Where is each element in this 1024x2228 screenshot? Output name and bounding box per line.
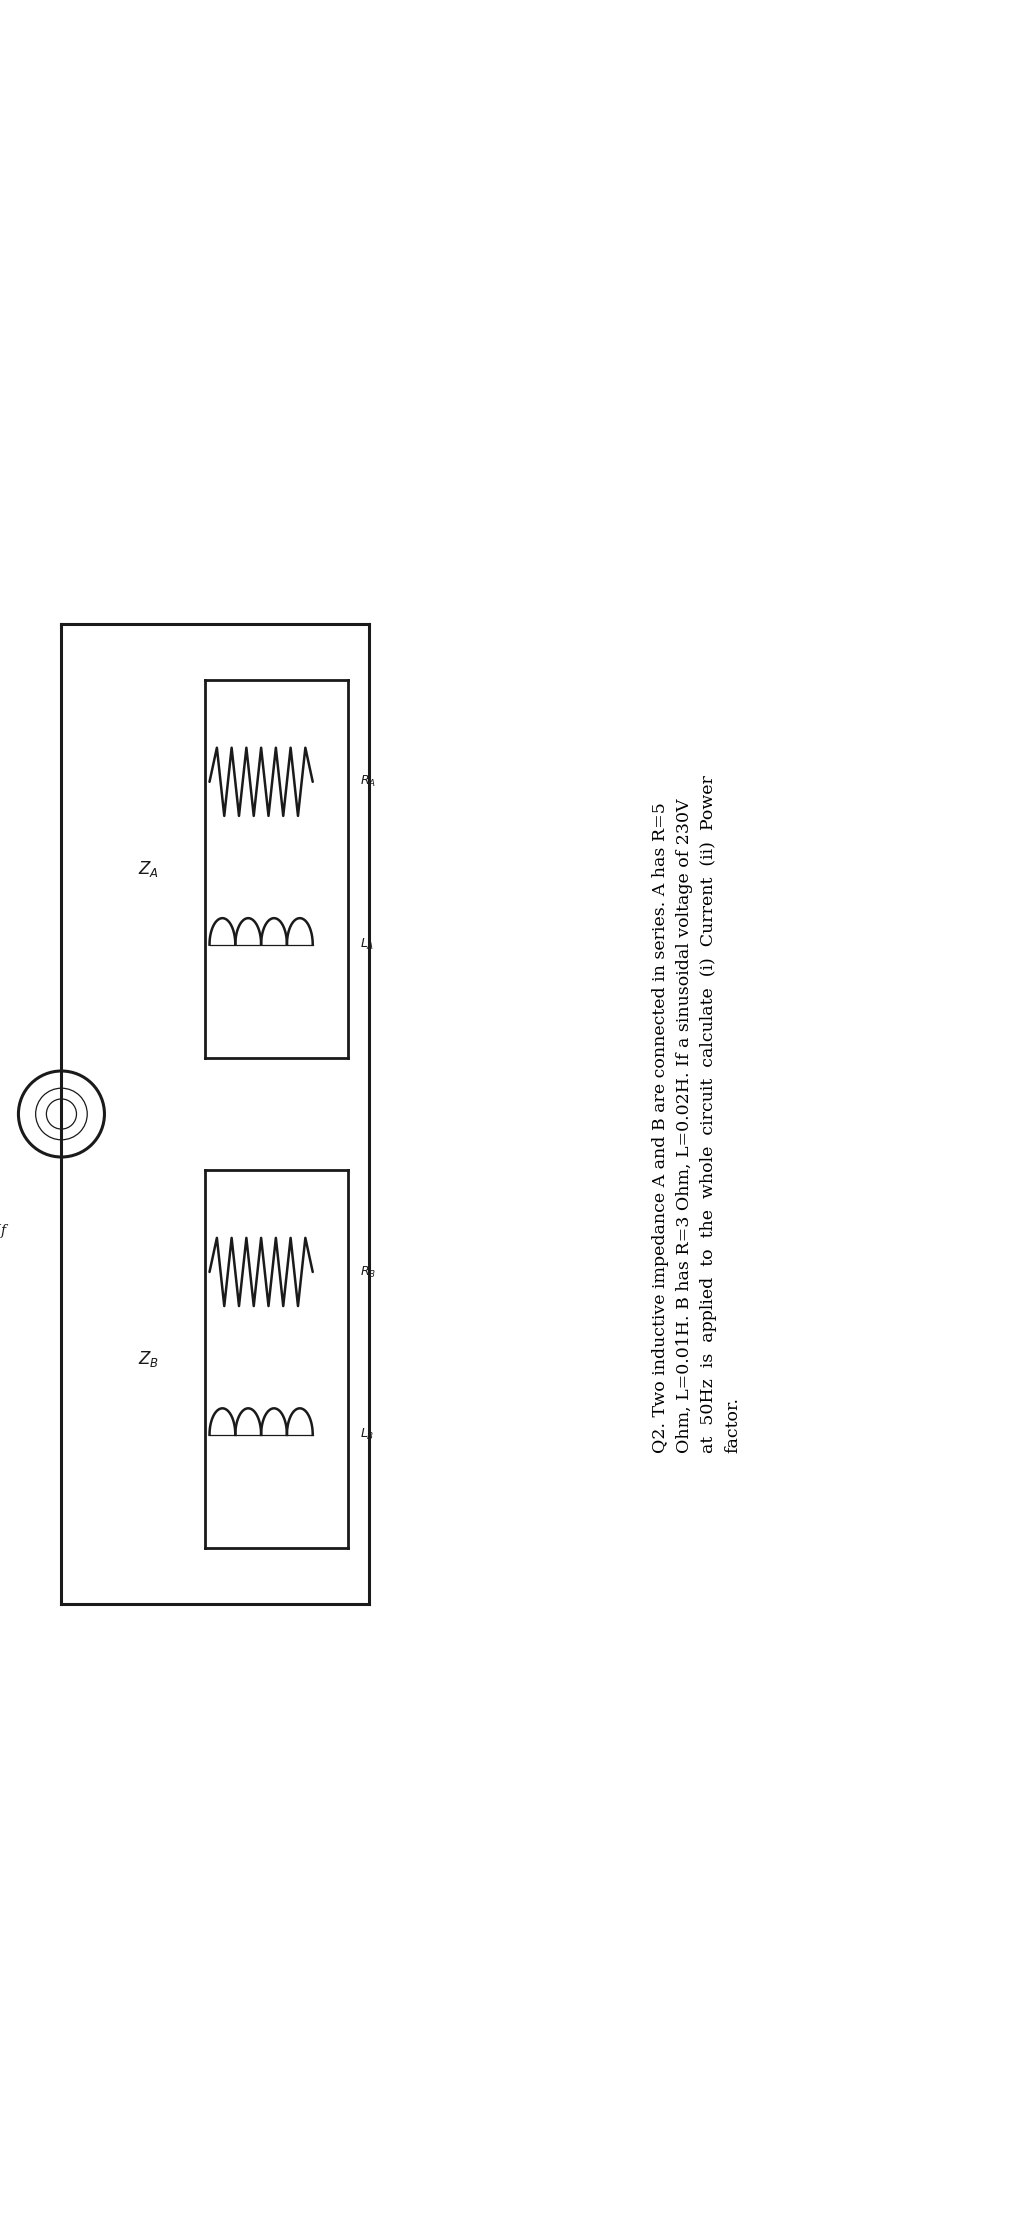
Text: $R_B$: $R_B$ xyxy=(360,1266,377,1279)
Text: Q2. Two inductive impedance A and B are connected in series. A has R=5
Ohm, L=0.: Q2. Two inductive impedance A and B are … xyxy=(651,775,741,1453)
Text: $L_B$: $L_B$ xyxy=(360,1428,375,1442)
Text: $L_A$: $L_A$ xyxy=(360,938,375,951)
Text: V,f: V,f xyxy=(0,1223,6,1239)
Text: $Z_B$: $Z_B$ xyxy=(138,1350,159,1368)
Text: $Z_A$: $Z_A$ xyxy=(138,860,159,878)
Text: $R_A$: $R_A$ xyxy=(360,775,377,789)
